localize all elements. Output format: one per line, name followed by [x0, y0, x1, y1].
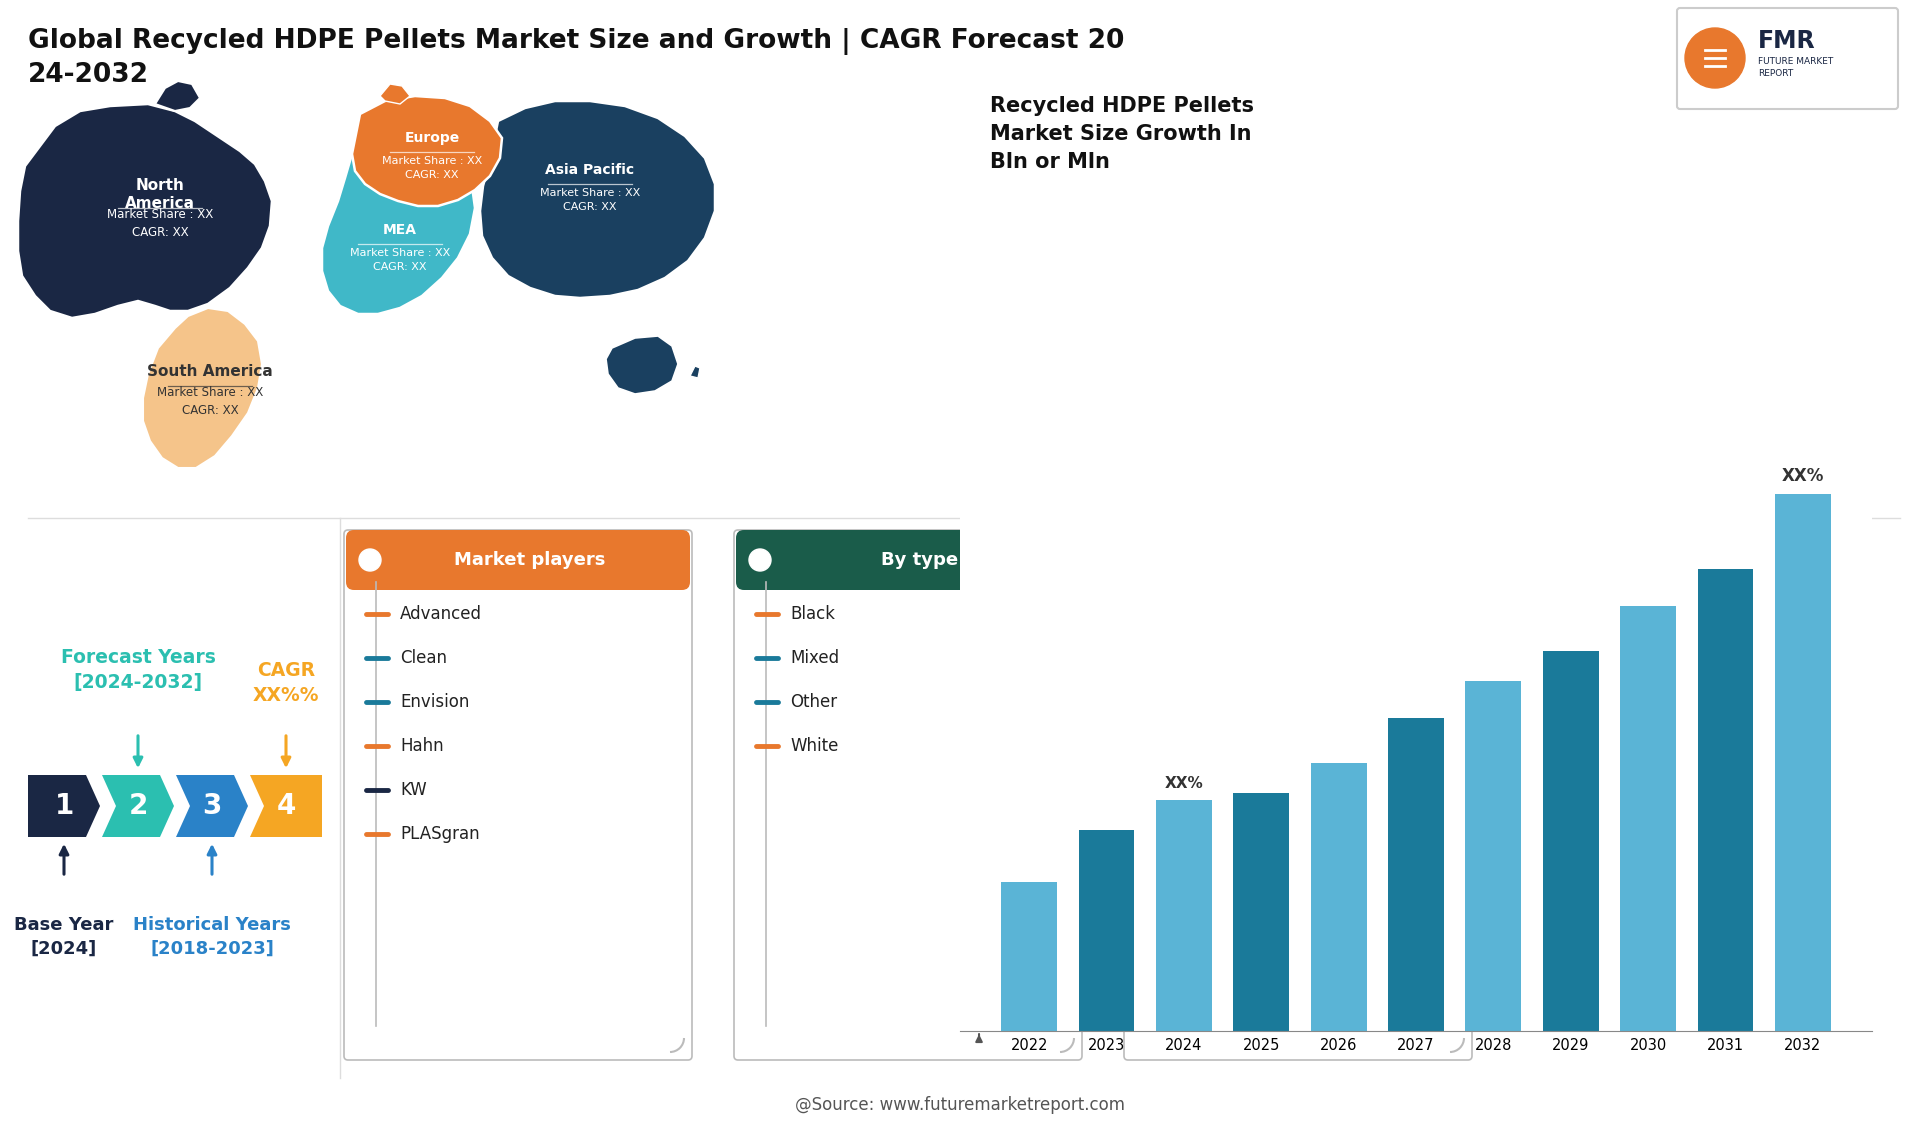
- Text: XX%: XX%: [1782, 468, 1824, 485]
- Text: Textile: Textile: [1181, 782, 1233, 799]
- Circle shape: [1686, 28, 1745, 88]
- Polygon shape: [29, 775, 100, 837]
- Bar: [1233, 793, 1288, 1031]
- Text: Historical Years
[2018-2023]: Historical Years [2018-2023]: [132, 916, 292, 958]
- Text: Market Share : XX
CAGR: XX: Market Share : XX CAGR: XX: [157, 386, 263, 417]
- FancyBboxPatch shape: [1125, 529, 1471, 590]
- FancyBboxPatch shape: [1123, 529, 1473, 1060]
- Text: Other: Other: [1181, 693, 1227, 711]
- Text: Envision: Envision: [399, 693, 468, 711]
- Polygon shape: [102, 775, 175, 837]
- Text: Black: Black: [789, 605, 835, 623]
- Bar: [1156, 800, 1212, 1031]
- Text: Hahn: Hahn: [399, 737, 444, 755]
- Bar: [1311, 763, 1367, 1031]
- Text: By application: By application: [1238, 551, 1382, 570]
- Text: 4: 4: [276, 792, 296, 821]
- Text: XX%: XX%: [1165, 776, 1204, 791]
- Text: Construction: Construction: [1181, 605, 1286, 623]
- Polygon shape: [351, 96, 501, 206]
- Bar: [1774, 494, 1830, 1031]
- Text: Market players: Market players: [455, 551, 605, 570]
- Text: Market Share : XX
CAGR: XX: Market Share : XX CAGR: XX: [382, 156, 482, 180]
- Text: Market Share : XX
CAGR: XX: Market Share : XX CAGR: XX: [108, 209, 213, 240]
- Text: South America: South America: [148, 364, 273, 379]
- Text: 3: 3: [202, 792, 221, 821]
- Text: 24-2032: 24-2032: [29, 62, 150, 88]
- Polygon shape: [177, 775, 248, 837]
- FancyBboxPatch shape: [1676, 8, 1899, 109]
- Circle shape: [1139, 549, 1162, 571]
- Text: 2: 2: [129, 792, 148, 821]
- Bar: [1697, 568, 1753, 1031]
- FancyBboxPatch shape: [346, 529, 689, 590]
- Text: White: White: [789, 737, 839, 755]
- Text: Forecast Years
[2024-2032]: Forecast Years [2024-2032]: [61, 647, 215, 692]
- Text: Clean: Clean: [399, 649, 447, 667]
- Text: KW: KW: [399, 782, 426, 799]
- Text: CAGR
XX%%: CAGR XX%%: [253, 661, 319, 705]
- Bar: [1544, 651, 1599, 1031]
- Text: Global Recycled HDPE Pellets Market Size and Growth | CAGR Forecast 20: Global Recycled HDPE Pellets Market Size…: [29, 28, 1125, 55]
- Bar: [1620, 606, 1676, 1031]
- Bar: [1079, 830, 1135, 1031]
- Text: @Source: www.futuremarketreport.com: @Source: www.futuremarketreport.com: [795, 1096, 1125, 1114]
- Polygon shape: [323, 146, 474, 314]
- Text: Recycled HDPE Pellets
Market Size Growth In
Bln or Mln: Recycled HDPE Pellets Market Size Growth…: [991, 96, 1254, 172]
- Text: Base Year
[2024]: Base Year [2024]: [13, 916, 113, 958]
- Bar: [1388, 719, 1444, 1031]
- FancyBboxPatch shape: [733, 529, 1083, 1060]
- Polygon shape: [380, 84, 411, 104]
- Circle shape: [359, 549, 380, 571]
- Text: Packaging: Packaging: [1181, 737, 1265, 755]
- Text: Landscaping/Street: Landscaping/Street: [1181, 649, 1340, 667]
- Text: Advanced: Advanced: [399, 605, 482, 623]
- Text: Market Share : XX
CAGR: XX: Market Share : XX CAGR: XX: [540, 188, 639, 212]
- Polygon shape: [607, 336, 678, 394]
- Text: REPORT: REPORT: [1759, 70, 1793, 78]
- Polygon shape: [142, 308, 261, 468]
- Polygon shape: [480, 101, 714, 298]
- Circle shape: [749, 549, 772, 571]
- Text: FUTURE MARKET: FUTURE MARKET: [1759, 57, 1834, 66]
- Text: Other: Other: [789, 693, 837, 711]
- Text: Market Share : XX
CAGR: XX: Market Share : XX CAGR: XX: [349, 248, 449, 272]
- Polygon shape: [250, 775, 323, 837]
- FancyBboxPatch shape: [735, 529, 1079, 590]
- Polygon shape: [156, 81, 200, 111]
- Bar: [1002, 882, 1058, 1031]
- Text: By type: By type: [881, 551, 958, 570]
- Text: PLASgran: PLASgran: [399, 825, 480, 843]
- Text: Asia Pacific: Asia Pacific: [545, 163, 636, 176]
- Text: Mixed: Mixed: [789, 649, 839, 667]
- Text: MEA: MEA: [382, 223, 417, 237]
- Text: North
America: North America: [125, 178, 196, 211]
- Polygon shape: [689, 366, 701, 378]
- Text: Europe: Europe: [405, 131, 459, 146]
- Polygon shape: [17, 104, 273, 317]
- Text: 1: 1: [54, 792, 73, 821]
- FancyBboxPatch shape: [344, 529, 691, 1060]
- Text: FMR: FMR: [1759, 29, 1816, 53]
- Bar: [1465, 681, 1521, 1031]
